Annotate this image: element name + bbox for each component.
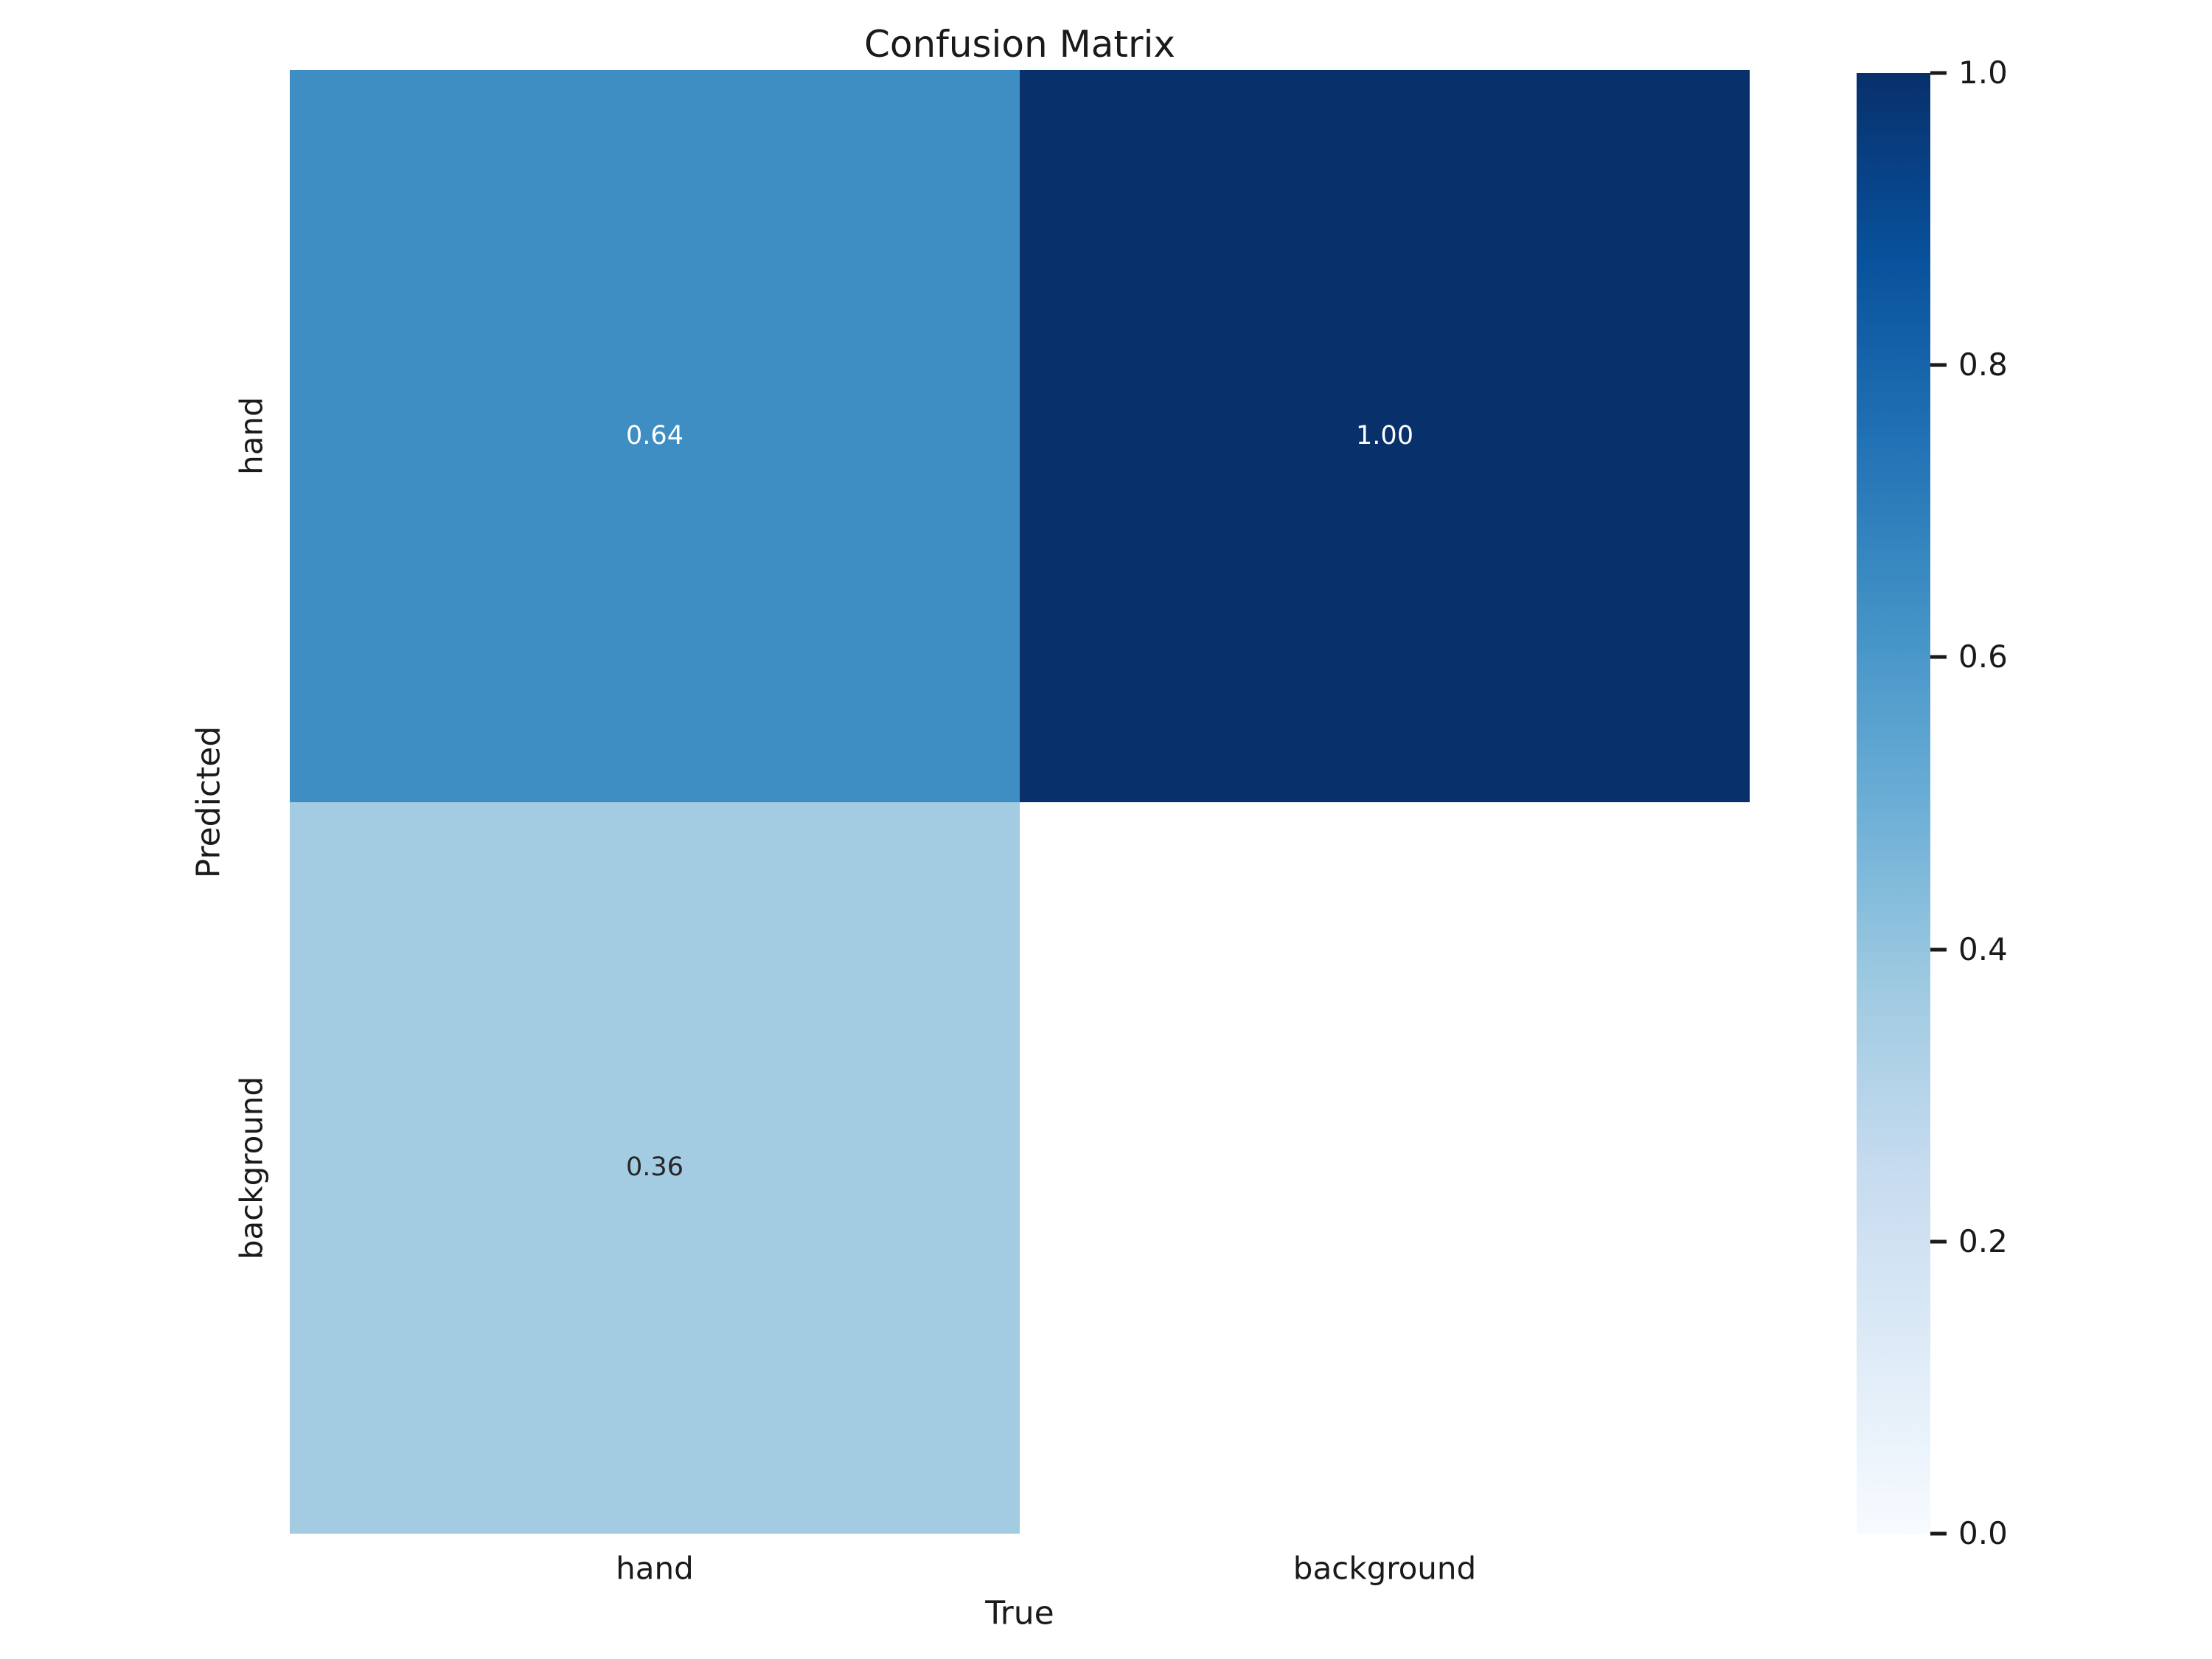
heatmap: 0.64 1.00 0.36 — [290, 70, 1750, 1534]
colorbar-tick-label: 0.2 — [1958, 1223, 2008, 1259]
colorbar-tick — [1930, 1239, 1947, 1244]
heatmap-cell-r1c1 — [1020, 801, 1750, 1534]
cell-value: 1.00 — [1356, 420, 1413, 451]
colorbar-tick-label: 0.4 — [1958, 931, 2008, 967]
colorbar-gradient — [1857, 73, 1930, 1534]
colorbar-tick — [1930, 363, 1947, 367]
colorbar-tick — [1930, 947, 1947, 952]
colorbar-tick-label: 0.0 — [1958, 1515, 2008, 1551]
colorbar-tick — [1930, 71, 1947, 75]
colorbar-tick — [1930, 655, 1947, 659]
heatmap-cell-r0c0: 0.64 — [290, 70, 1020, 802]
colorbar-tick-label: 1.0 — [1958, 55, 2008, 91]
colorbar-tick-label: 0.8 — [1958, 347, 2008, 383]
colorbar-tick — [1930, 1531, 1947, 1536]
heatmap-cell-r1c0: 0.36 — [290, 801, 1020, 1534]
chart-title: Confusion Matrix — [863, 23, 1176, 66]
cell-value: 0.36 — [626, 1152, 684, 1183]
colorbar-tick-label: 0.6 — [1958, 639, 2008, 675]
cell-value: 0.64 — [626, 420, 684, 451]
heatmap-cell-r0c1: 1.00 — [1020, 70, 1750, 802]
